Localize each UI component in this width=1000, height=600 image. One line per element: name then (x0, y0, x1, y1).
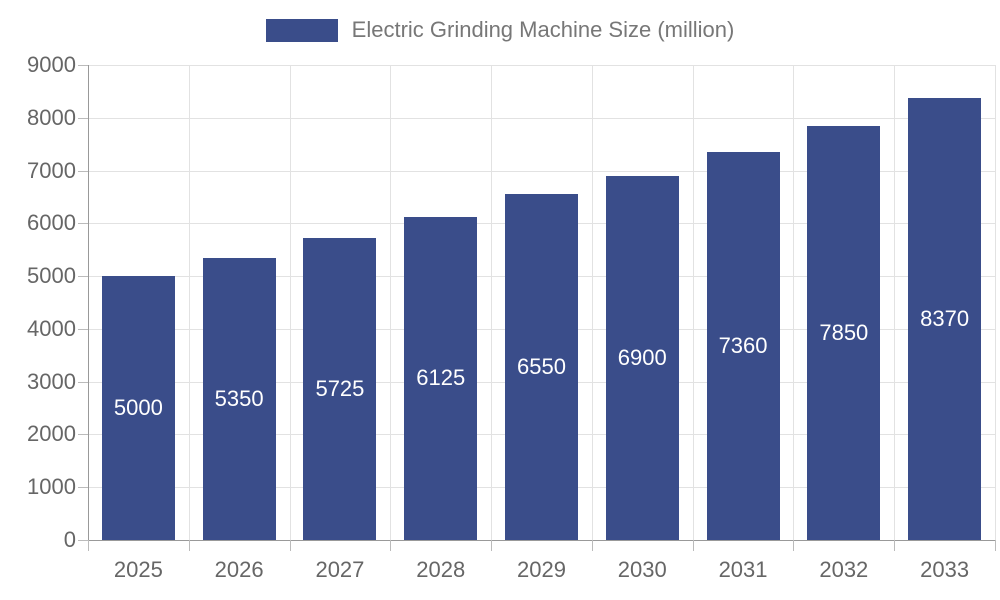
bar-value-label: 7850 (819, 319, 869, 345)
y-axis-tick (78, 328, 88, 330)
v-gridline (390, 65, 392, 540)
bar-value-label: 6900 (617, 344, 667, 370)
y-axis-tick (78, 65, 88, 66)
v-gridline (692, 65, 694, 540)
bar-2028[interactable] (404, 216, 478, 540)
y-axis-label: 0 (63, 527, 76, 552)
y-axis-label: 3000 (27, 368, 76, 394)
x-axis-tick (591, 540, 593, 551)
x-axis-tick (88, 540, 89, 551)
bar-2033[interactable] (908, 98, 982, 540)
bar-2026[interactable] (202, 257, 276, 540)
y-axis-tick (78, 381, 88, 383)
bar-value-label: 5725 (315, 375, 365, 401)
bar-value-label: 5350 (214, 385, 264, 411)
bar-2031[interactable] (706, 151, 780, 540)
h-gridline (88, 65, 995, 66)
x-axis-label: 2026 (214, 557, 264, 582)
y-axis-label: 6000 (27, 210, 76, 236)
x-axis-tick (390, 540, 392, 551)
plot-area (88, 65, 996, 540)
x-axis-label: 2028 (416, 557, 466, 582)
x-axis-tick (995, 540, 996, 551)
legend-swatch (265, 18, 338, 42)
y-axis-tick (78, 540, 88, 541)
y-axis-line (88, 65, 89, 551)
x-axis-label: 2025 (113, 557, 163, 582)
v-gridline (894, 65, 896, 540)
bar-2029[interactable] (505, 194, 578, 540)
y-axis-tick (78, 276, 88, 278)
h-gridline (88, 170, 995, 172)
bar-value-label: 6550 (517, 354, 566, 380)
x-axis-tick (289, 540, 291, 551)
x-axis-line (88, 540, 996, 541)
x-axis-label: 2029 (517, 557, 566, 582)
y-axis-label: 9000 (27, 52, 76, 77)
bar-2030[interactable] (605, 175, 679, 540)
h-gridline (88, 117, 995, 119)
v-gridline (491, 65, 493, 540)
y-axis-label: 2000 (27, 421, 76, 447)
x-axis-tick (894, 540, 896, 551)
x-axis-tick (188, 540, 190, 551)
y-axis-tick (78, 170, 88, 172)
x-axis-label: 2030 (617, 557, 667, 582)
bar-value-label: 8370 (920, 306, 970, 332)
y-axis-label: 1000 (27, 474, 76, 500)
y-axis-tick (78, 223, 88, 225)
y-axis-tick (78, 117, 88, 119)
x-axis-label: 2032 (819, 557, 869, 582)
v-gridline (591, 65, 593, 540)
x-axis-label: 2027 (315, 557, 365, 582)
bar-value-label: 5000 (113, 395, 163, 421)
x-axis-tick (491, 540, 493, 551)
y-axis-tick (78, 434, 88, 436)
legend-item[interactable]: Electric Grinding Machine Size (million) (0, 13, 1000, 47)
v-gridline (793, 65, 795, 540)
v-gridline (289, 65, 291, 540)
y-axis-label: 5000 (27, 263, 76, 289)
bar-2027[interactable] (303, 237, 377, 540)
x-axis-tick (692, 540, 694, 551)
v-gridline (188, 65, 190, 540)
y-axis-label: 7000 (27, 157, 76, 183)
bar-2025[interactable] (101, 276, 175, 540)
y-axis-label: 8000 (27, 104, 76, 130)
legend-label: Electric Grinding Machine Size (million) (351, 17, 735, 42)
bar-value-label: 6125 (416, 365, 466, 391)
x-axis-tick (793, 540, 795, 551)
v-gridline (995, 65, 996, 540)
bar-2032[interactable] (807, 125, 881, 540)
bar-value-label: 7360 (718, 332, 768, 358)
x-axis-label: 2033 (920, 557, 970, 582)
y-axis-label: 4000 (27, 315, 76, 341)
y-axis-tick (78, 487, 88, 489)
x-axis-label: 2031 (718, 557, 768, 582)
